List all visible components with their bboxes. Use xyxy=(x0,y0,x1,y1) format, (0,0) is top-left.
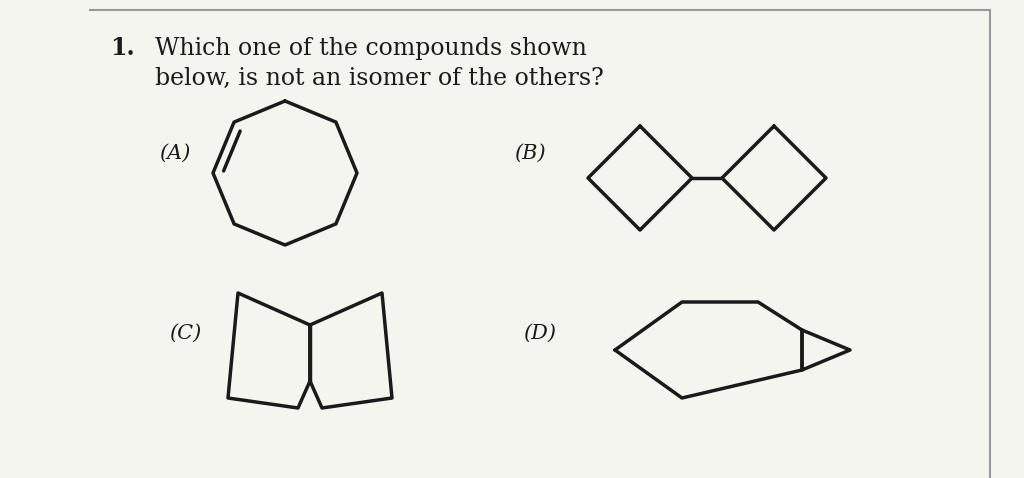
Text: (A): (A) xyxy=(160,143,190,163)
Text: (B): (B) xyxy=(514,143,546,163)
Text: 1.: 1. xyxy=(110,36,134,60)
Text: (C): (C) xyxy=(169,324,201,343)
Text: (D): (D) xyxy=(523,324,556,343)
Text: below, is not an isomer of the others?: below, is not an isomer of the others? xyxy=(155,66,604,89)
Text: Which one of the compounds shown: Which one of the compounds shown xyxy=(155,36,587,59)
